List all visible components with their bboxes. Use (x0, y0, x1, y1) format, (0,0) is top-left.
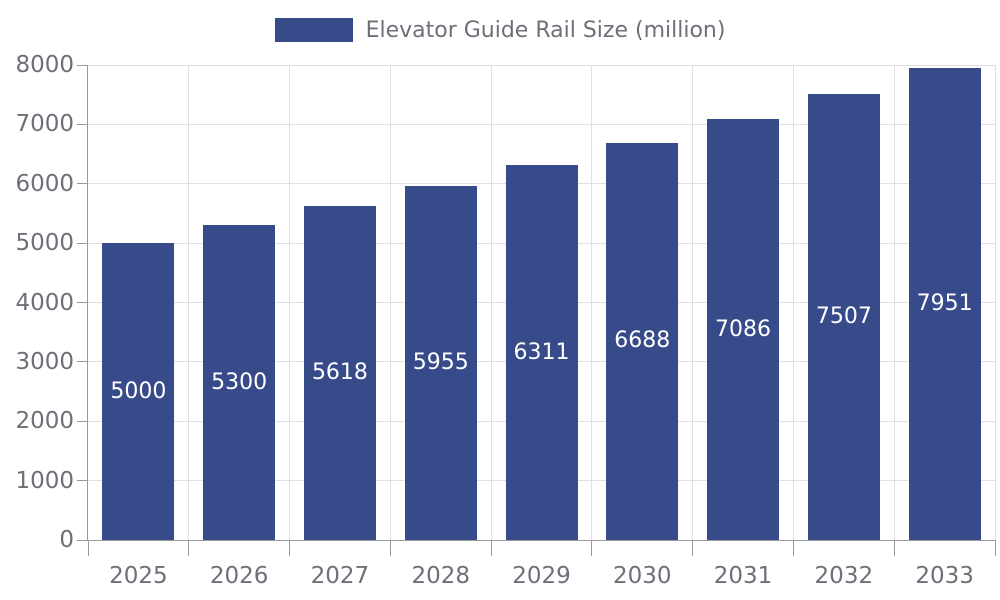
legend[interactable]: Elevator Guide Rail Size (million) (0, 12, 1000, 48)
x-gridline (490, 65, 492, 540)
y-tick-label: 7000 (15, 111, 74, 138)
x-axis-tick (289, 540, 291, 556)
legend-label: Elevator Guide Rail Size (million) (365, 17, 726, 43)
y-axis-tick (77, 420, 87, 422)
bar[interactable] (102, 243, 175, 540)
x-gridline (792, 65, 794, 540)
x-axis-tick (188, 540, 190, 556)
y-tick-label: 6000 (15, 170, 74, 197)
x-gridline (893, 65, 895, 540)
bar[interactable] (807, 94, 880, 540)
y-tick-label: 1000 (15, 467, 74, 494)
x-tick-label: 2028 (411, 563, 470, 589)
legend-swatch (274, 18, 353, 42)
bar[interactable] (606, 142, 679, 540)
bar[interactable] (303, 206, 376, 540)
y-gridline (88, 64, 995, 66)
x-axis-tick (87, 540, 89, 556)
x-tick-label: 2033 (915, 563, 974, 589)
x-gridline (692, 65, 694, 540)
x-tick-label: 2027 (310, 563, 370, 589)
x-axis-tick (591, 540, 593, 556)
y-axis-tick (77, 302, 87, 303)
x-gridline (994, 65, 996, 540)
x-gridline (289, 65, 291, 540)
y-axis-tick (77, 123, 87, 125)
y-axis-line (87, 65, 88, 540)
y-axis-tick (77, 64, 87, 66)
y-gridline (88, 123, 995, 125)
x-tick-label: 2029 (512, 563, 571, 589)
y-tick-label: 8000 (15, 52, 74, 78)
x-tick-label: 2031 (713, 563, 773, 589)
y-tick-label: 3000 (15, 348, 74, 375)
x-tick-label: 2025 (109, 563, 168, 589)
x-axis-tick (792, 540, 794, 556)
x-axis-line (87, 540, 996, 541)
x-gridline (389, 65, 391, 540)
x-tick-label: 2032 (814, 563, 874, 589)
bar[interactable] (203, 225, 276, 540)
y-axis-tick (77, 539, 87, 541)
x-tick-label: 2026 (209, 563, 269, 589)
y-axis-tick (77, 242, 87, 244)
x-axis-tick (994, 540, 996, 556)
y-tick-label: 4000 (15, 289, 74, 316)
plot-area: 0 1000 2000 3000 4000 5000 6000 7000 8000 2025 202… (15, 52, 996, 589)
y-axis-tick (77, 183, 87, 185)
y-axis-tick (77, 480, 87, 482)
bar[interactable] (908, 67, 981, 540)
bar[interactable] (505, 165, 578, 540)
x-axis-tick (490, 540, 492, 556)
x-axis-tick (389, 540, 391, 556)
y-tick-label: 2000 (15, 408, 74, 435)
x-gridline (188, 65, 190, 540)
x-axis-tick (893, 540, 895, 556)
x-axis-tick (692, 540, 694, 556)
x-gridline (591, 65, 593, 540)
y-tick-label: 5000 (15, 230, 74, 257)
y-tick-label: 0 (59, 527, 74, 553)
bar[interactable] (404, 186, 477, 540)
bar[interactable] (707, 119, 780, 540)
x-tick-label: 2030 (612, 563, 672, 589)
y-axis-tick (77, 361, 87, 363)
